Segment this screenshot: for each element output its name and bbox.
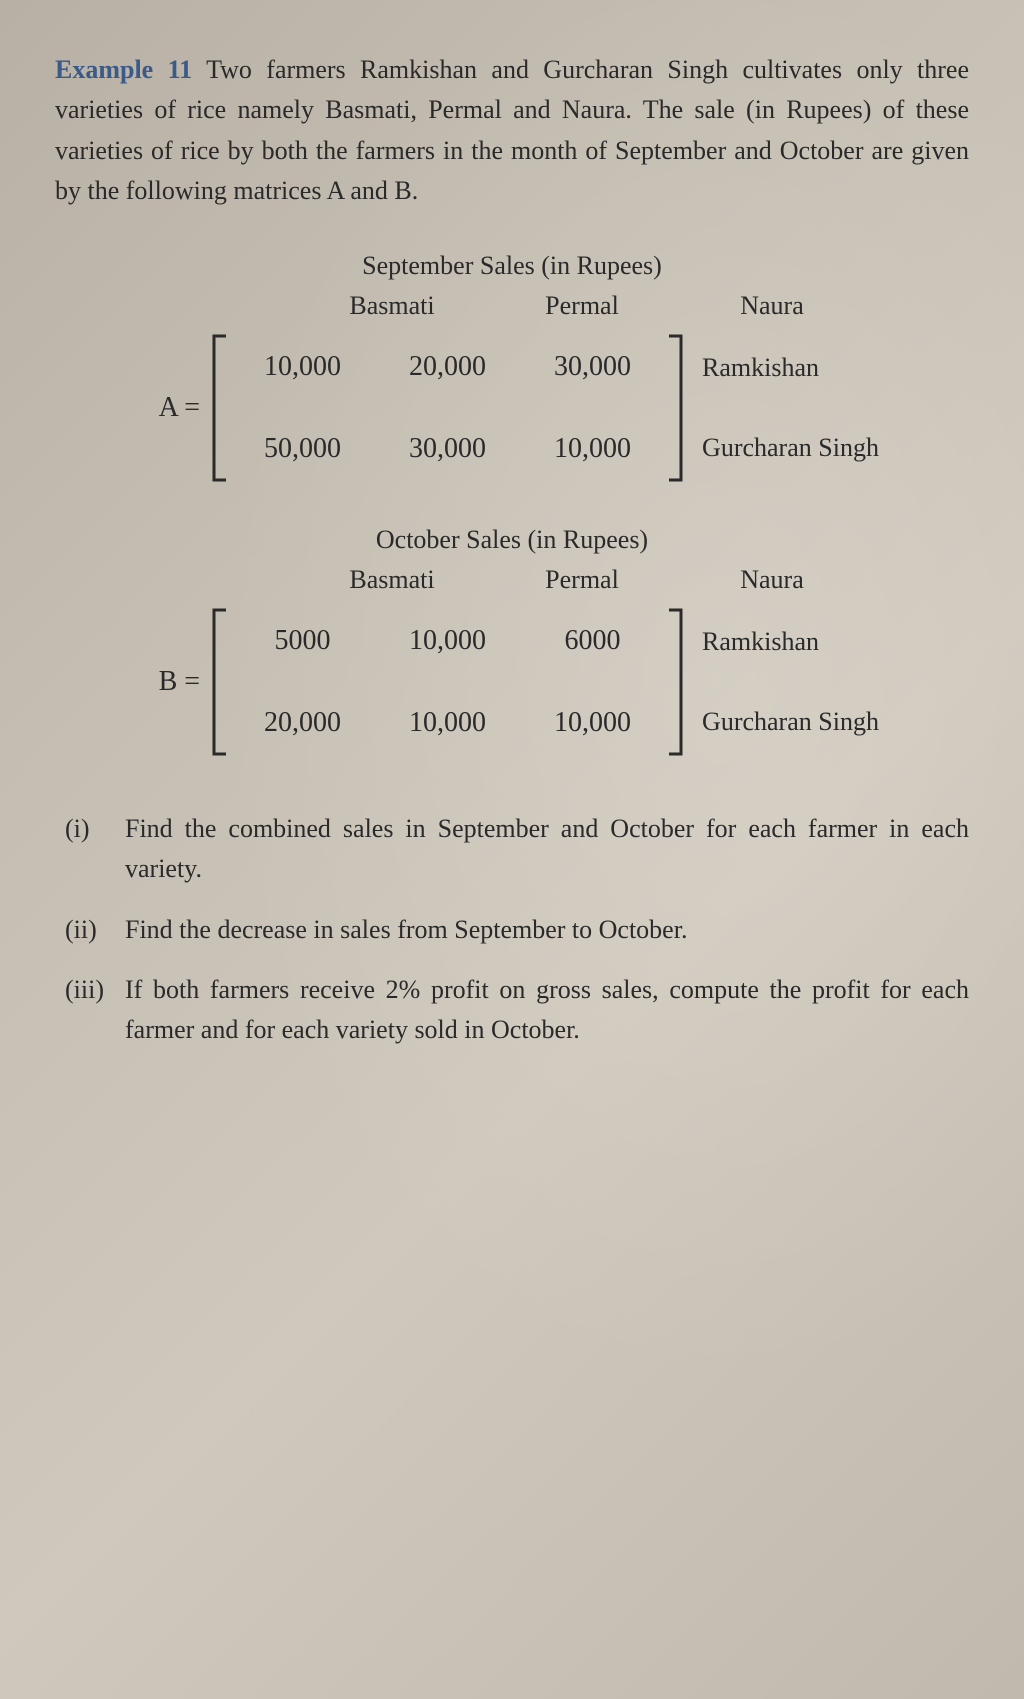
left-bracket-icon [208, 333, 230, 483]
cell-a-1-1: 30,000 [375, 433, 520, 465]
cell-a-1-2: 10,000 [520, 433, 665, 465]
cell-b-1-0: 20,000 [230, 707, 375, 739]
october-header: October Sales (in Rupees) [55, 525, 969, 555]
row-label-gurcharan: Gurcharan Singh [702, 433, 879, 463]
matrix-b: B = 5000 10,000 6000 20,000 10,000 10,00… [55, 600, 969, 764]
question-3-text: If both farmers receive 2% profit on gro… [125, 970, 969, 1051]
question-2-num: (ii) [55, 910, 125, 950]
col-basmati-2: Basmati [320, 565, 465, 595]
example-intro: Example 11 Two farmers Ramkishan and Gur… [55, 50, 969, 211]
cell-b-0-0: 5000 [230, 625, 375, 657]
question-2: (ii) Find the decrease in sales from Sep… [55, 910, 969, 950]
matrix-a-label: A = [145, 392, 200, 424]
question-2-text: Find the decrease in sales from Septembe… [125, 910, 969, 950]
col-naura-2: Naura [700, 565, 845, 595]
document-content: Example 11 Two farmers Ramkishan and Gur… [55, 50, 969, 1051]
matrix-a-cells: 10,000 20,000 30,000 50,000 30,000 10,00… [230, 326, 665, 490]
row-label-ramkishan-2: Ramkishan [702, 627, 879, 657]
row-label-gurcharan-2: Gurcharan Singh [702, 707, 879, 737]
matrix-b-cells: 5000 10,000 6000 20,000 10,000 10,000 [230, 600, 665, 764]
left-bracket-icon [208, 607, 230, 757]
matrix-b-row-labels: Ramkishan Gurcharan Singh [687, 602, 879, 762]
cell-a-0-1: 20,000 [375, 351, 520, 383]
cell-b-1-2: 10,000 [520, 707, 665, 739]
question-1-num: (i) [55, 809, 125, 890]
example-label: Example 11 [55, 55, 192, 84]
september-column-headers: Basmati Permal Naura [55, 291, 969, 321]
col-naura: Naura [700, 291, 845, 321]
questions-list: (i) Find the combined sales in September… [55, 809, 969, 1050]
cell-a-0-2: 30,000 [520, 351, 665, 383]
question-1-text: Find the combined sales in September and… [125, 809, 969, 890]
cell-b-0-2: 6000 [520, 625, 665, 657]
matrix-a: A = 10,000 20,000 30,000 50,000 30,000 1… [55, 326, 969, 490]
question-3: (iii) If both farmers receive 2% profit … [55, 970, 969, 1051]
right-bracket-icon [665, 333, 687, 483]
question-1: (i) Find the combined sales in September… [55, 809, 969, 890]
october-column-headers: Basmati Permal Naura [55, 565, 969, 595]
col-basmati: Basmati [320, 291, 465, 321]
cell-a-0-0: 10,000 [230, 351, 375, 383]
col-permal: Permal [510, 291, 655, 321]
intro-text: Two farmers Ramkishan and Gurcharan Sing… [55, 55, 969, 205]
matrix-a-row-labels: Ramkishan Gurcharan Singh [687, 328, 879, 488]
cell-a-1-0: 50,000 [230, 433, 375, 465]
row-label-ramkishan: Ramkishan [702, 353, 879, 383]
col-permal-2: Permal [510, 565, 655, 595]
right-bracket-icon [665, 607, 687, 757]
question-3-num: (iii) [55, 970, 125, 1051]
matrix-b-label: B = [145, 666, 200, 698]
cell-b-1-1: 10,000 [375, 707, 520, 739]
september-header: September Sales (in Rupees) [55, 251, 969, 281]
cell-b-0-1: 10,000 [375, 625, 520, 657]
